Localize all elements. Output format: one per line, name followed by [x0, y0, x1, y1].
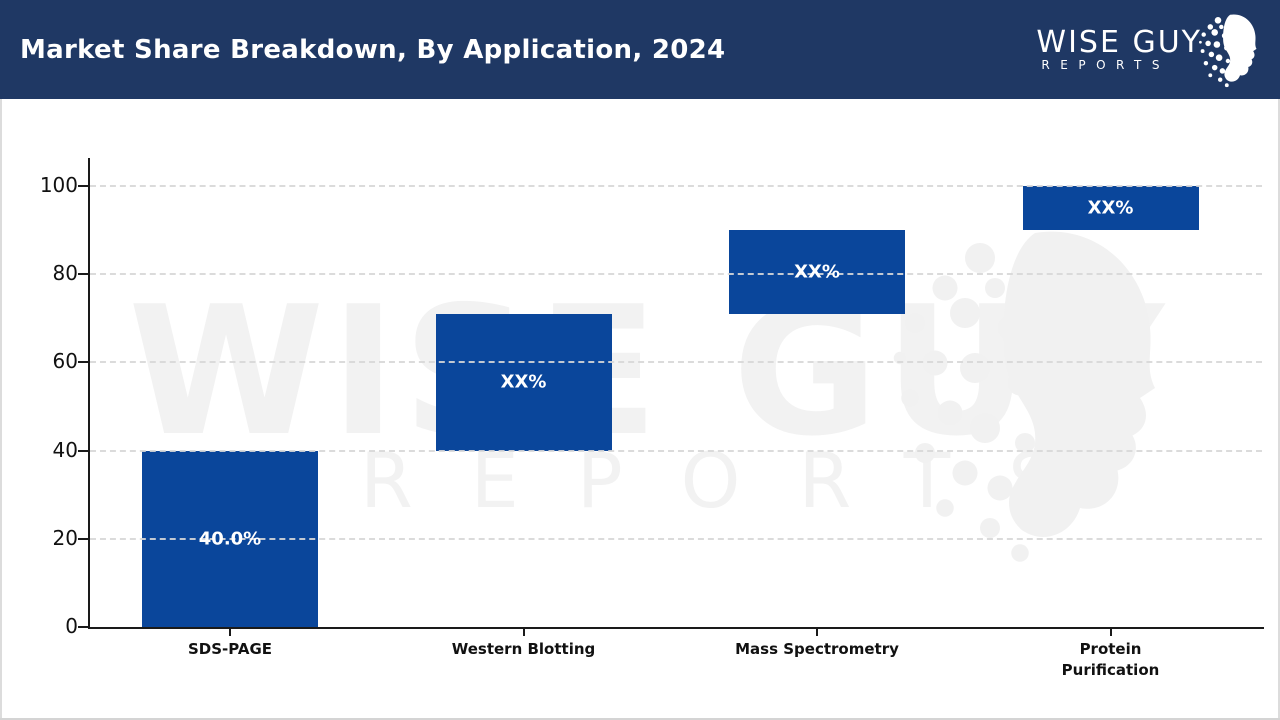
y-tick-label-100: 100	[39, 173, 78, 197]
header-bar: Market Share Breakdown, By Application, …	[0, 0, 1280, 99]
gridline-y-80	[90, 273, 1262, 276]
x-tick-3	[1109, 629, 1112, 636]
y-tick-20	[78, 537, 88, 540]
category-label: Western Blotting	[451, 640, 596, 658]
y-tick-label-80: 80	[52, 261, 78, 286]
y-tick-label-40: 40	[52, 437, 78, 462]
y-tick-40	[78, 449, 88, 452]
y-tick-100	[78, 185, 88, 187]
watermark-brand-name: WISE GUY	[128, 268, 1170, 475]
gridline-y-60	[90, 361, 1262, 364]
page-title: Market Share Breakdown, By Application, …	[20, 34, 726, 65]
brand-logo-text: WISE GUY REPORTS	[1036, 27, 1202, 72]
bar-value-label: XX%	[1087, 197, 1134, 219]
x-tick-2	[816, 629, 818, 636]
page-edge-right	[1278, 99, 1280, 720]
bar-value-label: XX%	[500, 371, 547, 393]
gridline-y-100	[90, 185, 1262, 187]
gridline-y-20	[90, 537, 1262, 540]
brand-name: WISE GUY	[1036, 24, 1202, 60]
x-tick-0	[229, 629, 231, 636]
x-axis-line	[88, 627, 1264, 629]
page-edge-left	[0, 99, 2, 720]
y-tick-80	[78, 273, 88, 276]
brand-subname: REPORTS	[1041, 58, 1170, 73]
dotted-head-icon	[1199, 13, 1257, 87]
category-label: SDS-PAGE	[187, 640, 273, 658]
category-label: Protein Purification	[1061, 640, 1160, 679]
bar-value-label: XX%	[794, 261, 840, 283]
y-tick-label-60: 60	[52, 349, 78, 374]
bar-protein-purification	[1022, 186, 1199, 231]
brand-logo: WISE GUY REPORTS	[1036, 10, 1262, 90]
gridline-y-40	[90, 449, 1262, 452]
y-tick-60	[78, 361, 88, 364]
watermark-dotted-head-icon	[893, 231, 1155, 562]
x-tick-1	[522, 629, 525, 636]
y-tick-label-20: 20	[52, 525, 78, 550]
bar-value-label: 40.0%	[198, 528, 262, 550]
bar-mass-spectrometry	[729, 230, 905, 314]
bar-western-blotting	[435, 313, 612, 451]
category-label: Mass Spectrometry	[735, 640, 899, 658]
page-edge-bottom	[0, 718, 1280, 720]
y-tick-0	[78, 626, 88, 628]
y-axis-line	[88, 158, 90, 629]
y-tick-label-0: 0	[65, 614, 78, 638]
